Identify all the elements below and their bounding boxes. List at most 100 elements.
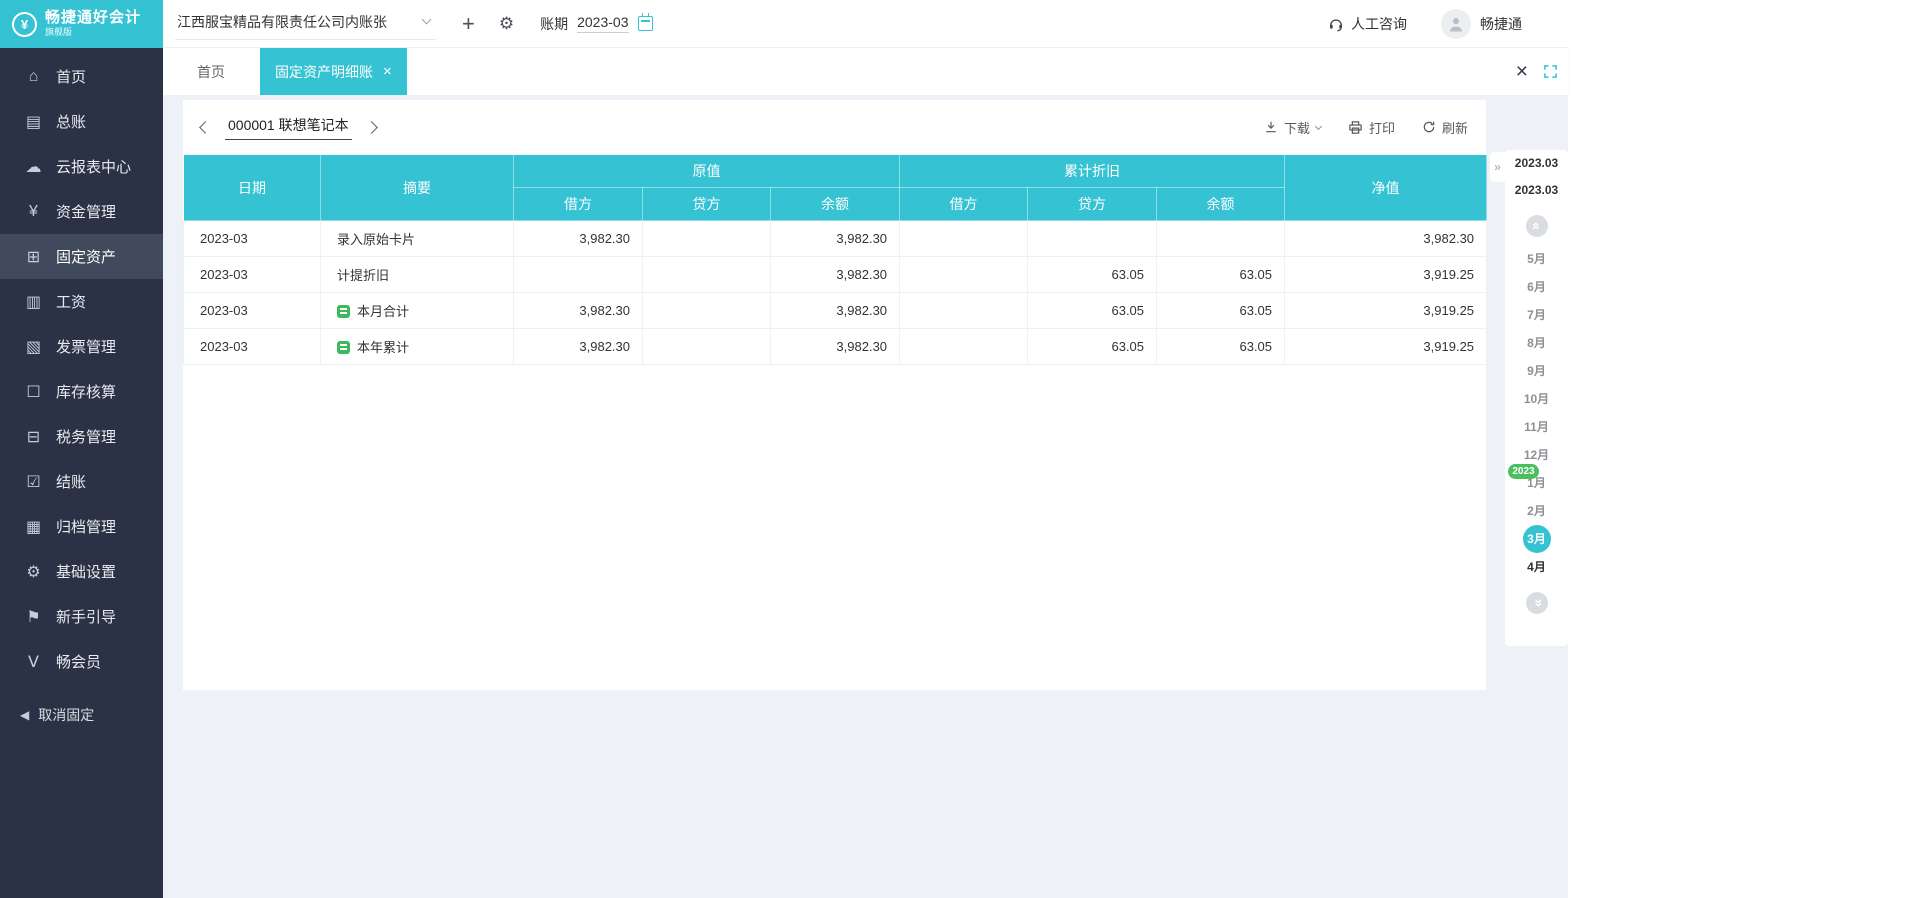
- table-row-month-total: 2023-03 本月合计 3,982.30 3,982.30 63.05 63.…: [183, 292, 1488, 329]
- month-item[interactable]: 6月: [1527, 280, 1546, 294]
- scroll-up-button[interactable]: «: [1525, 215, 1548, 237]
- cell-dep-debit: [899, 328, 1029, 365]
- headset-icon: [1330, 18, 1342, 31]
- period-timeline-panel: » 2023.03 2023.03 « 5月 6月 7月 8月 9月 10月 1…: [1490, 150, 1568, 646]
- fullscreen-icon[interactable]: [1543, 64, 1558, 79]
- month-item[interactable]: 1月: [1527, 476, 1546, 490]
- account-settings-icon[interactable]: ⚙: [498, 13, 515, 33]
- collapse-left-icon: ◀: [20, 708, 30, 722]
- asset-selector[interactable]: 000001 联想笔记本: [225, 115, 352, 140]
- month-item-active[interactable]: 3月: [1522, 525, 1551, 553]
- printer-icon: [1349, 120, 1362, 134]
- month-item[interactable]: 11月: [1524, 420, 1549, 434]
- sidebar-item-general-ledger[interactable]: ▤ 总账: [0, 99, 163, 144]
- download-button[interactable]: 下载: [1264, 118, 1323, 137]
- period-value[interactable]: 2023-03: [577, 14, 629, 33]
- cell-dep-balance: 63.05: [1156, 328, 1286, 365]
- month-item[interactable]: 8月: [1527, 336, 1546, 350]
- toolbar-actions: 下载 打印: [1264, 118, 1468, 137]
- desktop-background: [1568, 0, 1920, 898]
- month-item[interactable]: 9月: [1527, 364, 1546, 378]
- col-dep-balance: 余额: [1156, 187, 1286, 221]
- consult-label: 人工咨询: [1351, 15, 1407, 32]
- tab-close-icon[interactable]: ×: [383, 63, 392, 80]
- close-page-icon[interactable]: ×: [1515, 60, 1528, 83]
- cell-ov-credit: [642, 220, 771, 257]
- next-asset-icon[interactable]: [364, 120, 378, 134]
- app-name: 畅捷通好会计: [45, 8, 142, 26]
- cell-ov-credit: [642, 256, 771, 293]
- user-avatar[interactable]: [1441, 8, 1471, 39]
- cell-ov-credit: [642, 328, 771, 365]
- table-header: 日期 摘要 原值 累计折旧 净值 借方 贷方 余额 借方: [183, 154, 1488, 221]
- summary-text: 录入原始卡片: [337, 232, 416, 247]
- topbar-right: 人工咨询 畅捷通: [1328, 8, 1522, 39]
- sidebar-item-closing[interactable]: ☑ 结账: [0, 459, 163, 504]
- refresh-button[interactable]: 刷新: [1422, 118, 1468, 137]
- cell-ov-balance: 3,982.30: [769, 292, 901, 329]
- sidebar-item-label: 首页: [56, 69, 87, 86]
- main-area: 江西服宝精品有限责任公司内账张 + ⚙ 账期 2023-03: [163, 0, 1568, 898]
- tab-fixed-asset-ledger[interactable]: 固定资产明细账 ×: [260, 48, 407, 95]
- sidebar-item-invoices[interactable]: ▧ 发票管理: [0, 324, 163, 369]
- month-item[interactable]: 12月: [1523, 448, 1550, 462]
- sidebar-item-tax[interactable]: ⊟ 税务管理: [0, 414, 163, 459]
- unpin-label: 取消固定: [38, 707, 95, 723]
- sidebar-item-home[interactable]: ⌂ 首页: [0, 54, 163, 99]
- table-row: 2023-03 录入原始卡片 3,982.30 3,982.30 3,982.3…: [183, 220, 1488, 257]
- cell-net: 3,919.25: [1284, 256, 1488, 293]
- month-item[interactable]: 4月: [1527, 560, 1546, 574]
- sidebar-item-payroll[interactable]: ▥ 工资: [0, 279, 163, 324]
- print-button[interactable]: 打印: [1348, 118, 1395, 137]
- year-total-icon: [337, 341, 350, 354]
- sidebar-item-label: 税务管理: [56, 429, 117, 446]
- tabbar: 首页 固定资产明细账 × ×: [163, 48, 1568, 95]
- month-item[interactable]: 7月: [1527, 308, 1546, 322]
- sidebar-item-label: 资金管理: [56, 204, 117, 221]
- col-date: 日期: [183, 154, 321, 221]
- accounting-period: 账期 2023-03: [540, 13, 653, 34]
- ledger-icon: ▤: [25, 113, 42, 131]
- settings-icon: ⚙: [26, 563, 41, 581]
- col-net-value: 净值: [1284, 154, 1488, 221]
- membership-icon: Ⅴ: [28, 653, 39, 671]
- sidebar-item-label: 云报表中心: [56, 159, 132, 176]
- consult-button[interactable]: 人工咨询: [1328, 14, 1407, 34]
- sidebar-item-cloud-reports[interactable]: ☁ 云报表中心: [0, 144, 163, 189]
- summary-text: 本年累计: [357, 340, 410, 355]
- tab-label: 固定资产明细账: [275, 63, 373, 80]
- brand-icon: ¥: [12, 11, 37, 37]
- user-name[interactable]: 畅捷通: [1480, 15, 1522, 32]
- funds-icon: ¥: [29, 202, 38, 220]
- unpin-sidebar-button[interactable]: ◀ 取消固定: [0, 705, 163, 725]
- prev-asset-icon[interactable]: [199, 120, 212, 134]
- scroll-down-button[interactable]: «: [1525, 592, 1548, 614]
- cell-dep-credit: 63.05: [1027, 328, 1158, 365]
- month-item[interactable]: 5月: [1527, 252, 1546, 266]
- tab-home[interactable]: 首页: [173, 48, 249, 95]
- cell-date: 2023-03: [183, 328, 321, 365]
- sidebar-item-guide[interactable]: ⚑ 新手引导: [0, 594, 163, 639]
- sidebar-item-archive[interactable]: ▦ 归档管理: [0, 504, 163, 549]
- cell-net: 3,919.25: [1284, 328, 1488, 365]
- sidebar-item-label: 总账: [56, 114, 87, 131]
- table-row: 2023-03 计提折旧 3,982.30 63.05 63.05 3,919.…: [183, 256, 1488, 293]
- sidebar-item-fixed-assets[interactable]: ⊞ 固定资产: [0, 234, 163, 279]
- month-item[interactable]: 2月: [1527, 504, 1546, 518]
- add-account-button[interactable]: +: [462, 10, 475, 36]
- asset-navigator: 000001 联想笔记本: [199, 115, 378, 140]
- tab-label: 首页: [197, 63, 225, 80]
- company-selector[interactable]: 江西服宝精品有限责任公司内账张: [175, 8, 436, 40]
- sidebar-item-funds[interactable]: ¥ 资金管理: [0, 189, 163, 234]
- cell-date: 2023-03: [183, 256, 321, 293]
- col-dep-debit: 借方: [899, 187, 1029, 221]
- sidebar-item-inventory[interactable]: ☐ 库存核算: [0, 369, 163, 414]
- cell-dep-balance: 63.05: [1156, 256, 1286, 293]
- calendar-icon[interactable]: [637, 13, 653, 31]
- guide-flag-icon: ⚑: [26, 608, 41, 626]
- sidebar-item-membership[interactable]: Ⅴ 畅会员: [0, 639, 163, 684]
- download-icon: [1266, 121, 1276, 133]
- month-item[interactable]: 10月: [1523, 392, 1550, 406]
- collapse-panel-icon[interactable]: »: [1490, 152, 1505, 182]
- sidebar-item-settings[interactable]: ⚙ 基础设置: [0, 549, 163, 594]
